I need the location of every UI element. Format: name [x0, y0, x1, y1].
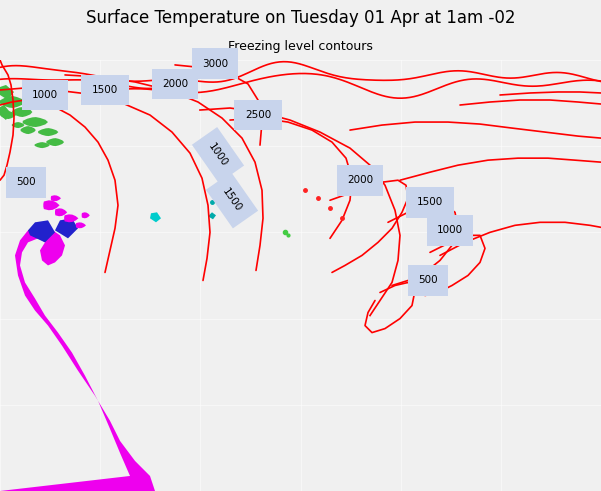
- Polygon shape: [20, 126, 36, 134]
- Text: 1000: 1000: [437, 225, 463, 235]
- Polygon shape: [64, 215, 78, 222]
- Polygon shape: [0, 105, 10, 120]
- Polygon shape: [76, 222, 86, 228]
- Polygon shape: [38, 128, 58, 136]
- Polygon shape: [55, 208, 67, 216]
- Polygon shape: [23, 117, 48, 127]
- Text: Freezing level contours: Freezing level contours: [228, 40, 373, 53]
- Polygon shape: [43, 200, 59, 210]
- Text: 1500: 1500: [92, 85, 118, 95]
- Polygon shape: [55, 218, 78, 238]
- Polygon shape: [208, 212, 216, 219]
- Polygon shape: [35, 142, 50, 148]
- Polygon shape: [82, 212, 90, 218]
- Polygon shape: [12, 107, 32, 117]
- Text: 500: 500: [16, 177, 35, 187]
- Text: Surface Temperature on Tuesday 01 Apr at 1am -02: Surface Temperature on Tuesday 01 Apr at…: [86, 9, 515, 27]
- Polygon shape: [51, 195, 61, 201]
- Polygon shape: [0, 85, 14, 100]
- Text: 2000: 2000: [162, 79, 188, 89]
- Polygon shape: [1, 111, 16, 119]
- Polygon shape: [12, 122, 25, 128]
- Text: 500: 500: [418, 275, 438, 285]
- Polygon shape: [0, 96, 25, 108]
- Text: 2500: 2500: [245, 110, 271, 120]
- Polygon shape: [0, 225, 155, 491]
- Text: 1500: 1500: [417, 197, 443, 207]
- Text: 1000: 1000: [32, 90, 58, 100]
- Text: 2000: 2000: [347, 175, 373, 185]
- Polygon shape: [150, 212, 161, 222]
- Text: 1000: 1000: [206, 141, 230, 169]
- Text: 1500: 1500: [221, 187, 243, 214]
- Polygon shape: [46, 138, 64, 146]
- Polygon shape: [28, 220, 55, 243]
- Text: 3000: 3000: [202, 59, 228, 69]
